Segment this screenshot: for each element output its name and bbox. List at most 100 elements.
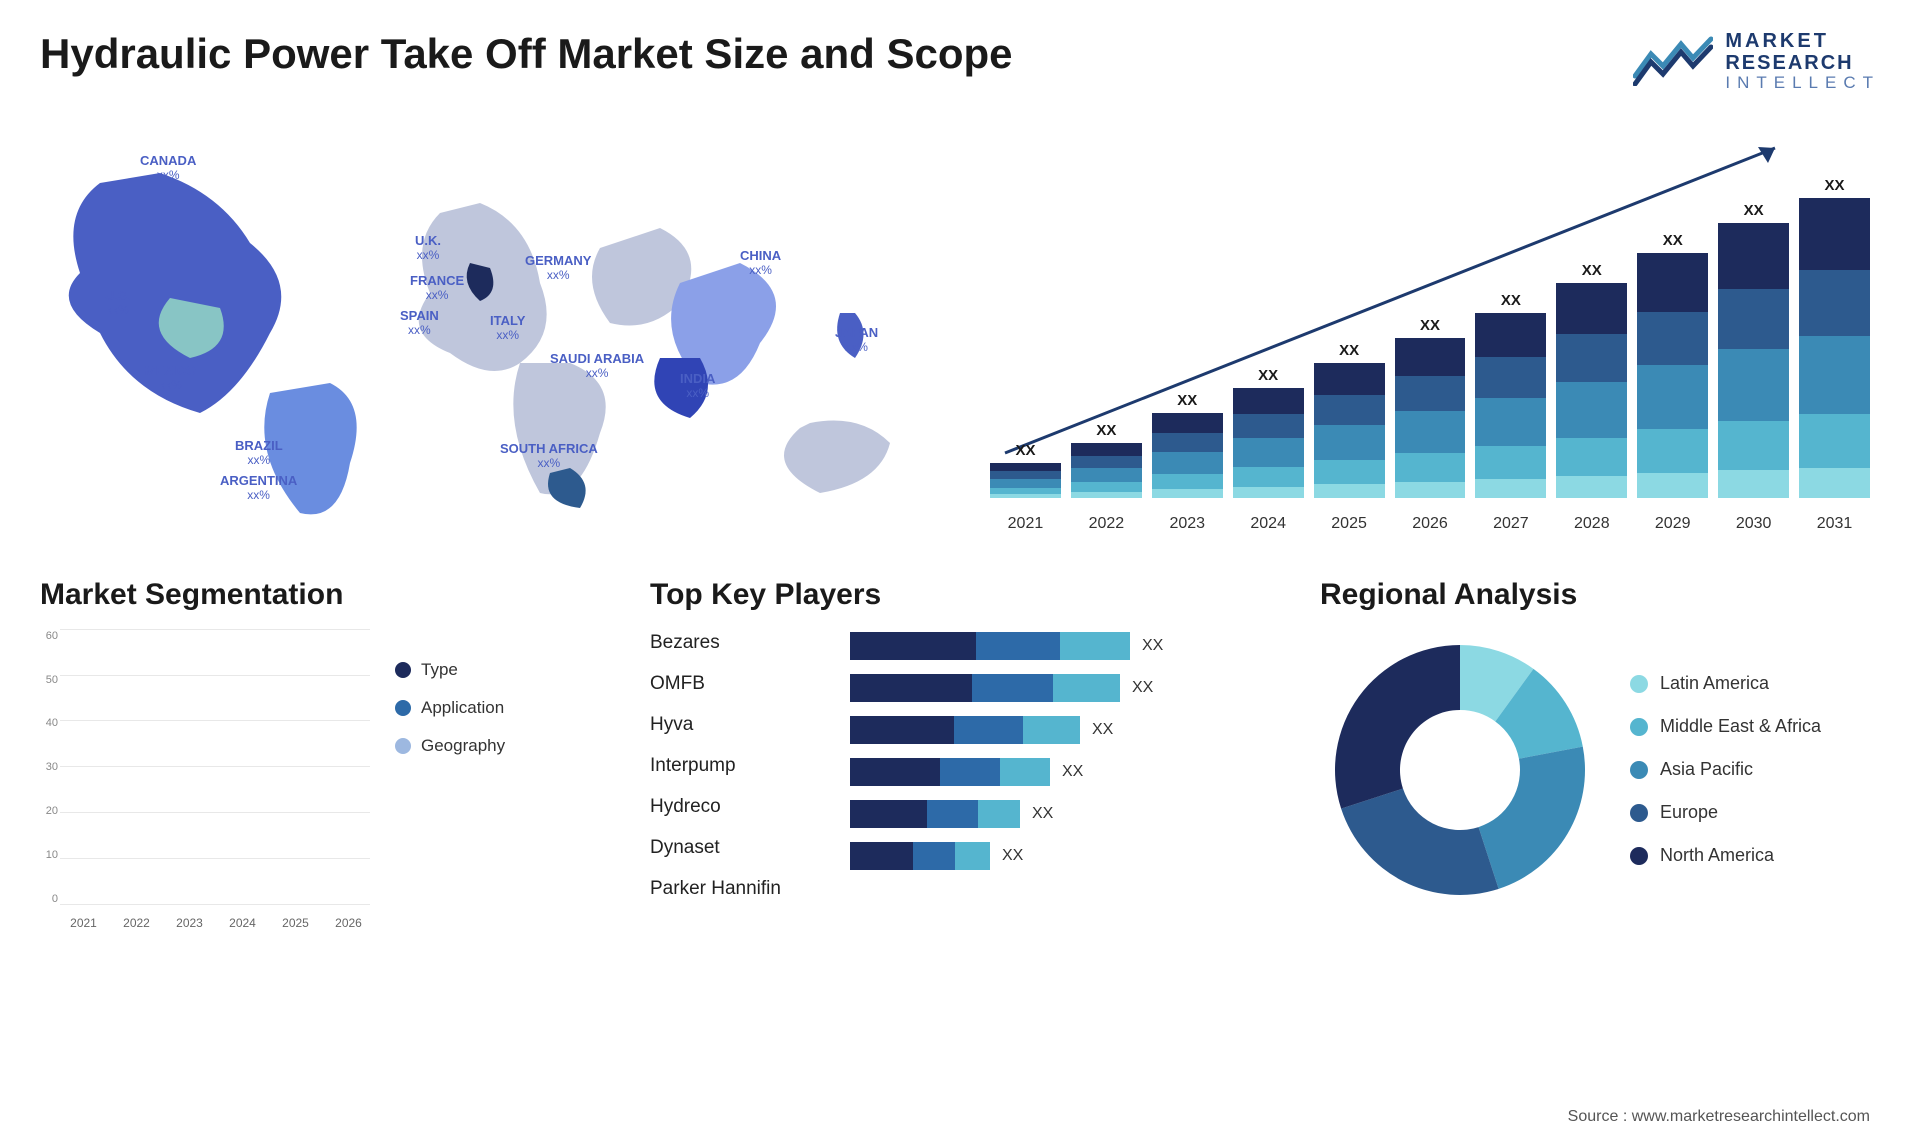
player-bar-row: XX	[850, 674, 1270, 702]
player-name: Dynaset	[650, 837, 820, 859]
seg-year-label: 2024	[221, 916, 264, 930]
seg-year-label: 2025	[274, 916, 317, 930]
logo-line1: MARKET	[1725, 30, 1880, 52]
map-label: ITALYxx%	[490, 313, 525, 343]
regional-donut	[1320, 630, 1600, 910]
growth-year-label: 2023	[1152, 515, 1223, 533]
logo-line3: INTELLECT	[1725, 74, 1880, 93]
growth-bar: XX	[1314, 342, 1385, 498]
player-name: Interpump	[650, 755, 820, 777]
growth-bar: XX	[1718, 202, 1789, 498]
map-label: SAUDI ARABIAxx%	[550, 351, 644, 381]
map-label: CHINAxx%	[740, 248, 781, 278]
growth-year-label: 2026	[1395, 515, 1466, 533]
seg-legend-item: Geography	[395, 736, 505, 756]
map-label: GERMANYxx%	[525, 253, 591, 283]
growth-year-label: 2022	[1071, 515, 1142, 533]
segmentation-title: Market Segmentation	[40, 578, 600, 612]
growth-bar: XX	[1395, 317, 1466, 498]
growth-bar: XX	[1071, 422, 1142, 498]
map-label: BRAZILxx%	[235, 438, 283, 468]
growth-bar-label: XX	[1663, 232, 1683, 249]
regional-legend: Latin America Middle East & Africa Asia Pa…	[1630, 673, 1821, 866]
growth-year-label: 2029	[1637, 515, 1708, 533]
seg-legend-item: Application	[395, 698, 505, 718]
seg-year-label: 2021	[62, 916, 105, 930]
growth-chart: XX XX XX XX XX XX XX XX XX XX XX 2021 2022 2023 2024 2…	[980, 133, 1880, 533]
growth-bar: XX	[1152, 392, 1223, 498]
segmentation-legend: Type Application Geography	[395, 630, 505, 930]
page-title: Hydraulic Power Take Off Market Size and…	[40, 30, 1013, 78]
growth-bar-label: XX	[1744, 202, 1764, 219]
players-title: Top Key Players	[650, 578, 1270, 612]
regional-legend-item: Europe	[1630, 802, 1821, 823]
growth-bar: XX	[990, 442, 1061, 498]
donut-slice	[1479, 746, 1585, 888]
seg-year-label: 2022	[115, 916, 158, 930]
world-map-panel: CANADAxx% U.S.xx% MEXICOxx% BRAZILxx% ARGENT…	[40, 133, 940, 533]
player-bar-row: XX	[850, 758, 1270, 786]
seg-year-label: 2026	[327, 916, 370, 930]
map-label: U.S.xx%	[105, 288, 130, 318]
growth-bar-label: XX	[1258, 367, 1278, 384]
growth-bar: XX	[1233, 367, 1304, 498]
player-name: Hydreco	[650, 796, 820, 818]
players-panel: Top Key Players Bezares OMFB Hyva Interpump…	[650, 578, 1270, 900]
seg-legend-item: Type	[395, 660, 505, 680]
player-bar-row: XX	[850, 800, 1270, 828]
growth-year-label: 2027	[1475, 515, 1546, 533]
map-label: ARGENTINAxx%	[220, 473, 297, 503]
logo-icon	[1633, 36, 1713, 86]
source-attribution: Source : www.marketresearchintellect.com	[1568, 1108, 1870, 1126]
map-label: CANADAxx%	[140, 153, 196, 183]
header: Hydraulic Power Take Off Market Size and…	[40, 30, 1880, 93]
growth-year-label: 2028	[1556, 515, 1627, 533]
players-list: Bezares OMFB Hyva Interpump Hydreco Dynaset Pa…	[650, 630, 820, 900]
donut-slice	[1341, 788, 1499, 894]
growth-bar-label: XX	[1420, 317, 1440, 334]
regional-legend-item: Latin America	[1630, 673, 1821, 694]
logo-text: MARKET RESEARCH INTELLECT	[1725, 30, 1880, 93]
map-label: SOUTH AFRICAxx%	[500, 441, 598, 471]
player-bar-row: XX	[850, 632, 1270, 660]
map-label: MEXICOxx%	[145, 363, 196, 393]
growth-bar-label: XX	[1582, 262, 1602, 279]
regional-legend-item: Asia Pacific	[1630, 759, 1821, 780]
map-label: INDIAxx%	[680, 371, 715, 401]
brand-logo: MARKET RESEARCH INTELLECT	[1633, 30, 1880, 93]
donut-slice	[1335, 645, 1460, 809]
player-bar-row: XX	[850, 716, 1270, 744]
growth-bar: XX	[1475, 292, 1546, 498]
growth-year-label: 2025	[1314, 515, 1385, 533]
growth-bar-label: XX	[1501, 292, 1521, 309]
growth-bar-label: XX	[1177, 392, 1197, 409]
growth-year-label: 2024	[1233, 515, 1304, 533]
growth-year-label: 2031	[1799, 515, 1870, 533]
bottom-row: Market Segmentation 0102030405060 202120…	[40, 578, 1880, 930]
growth-bar-label: XX	[1015, 442, 1035, 459]
map-label: U.K.xx%	[415, 233, 441, 263]
growth-year-label: 2030	[1718, 515, 1789, 533]
growth-bar: XX	[1556, 262, 1627, 498]
growth-bar: XX	[1799, 177, 1870, 498]
seg-year-label: 2023	[168, 916, 211, 930]
growth-bar: XX	[1637, 232, 1708, 498]
regional-title: Regional Analysis	[1320, 578, 1880, 612]
logo-line2: RESEARCH	[1725, 52, 1880, 74]
segmentation-panel: Market Segmentation 0102030405060 202120…	[40, 578, 600, 930]
growth-bar-label: XX	[1339, 342, 1359, 359]
regional-legend-item: Middle East & Africa	[1630, 716, 1821, 737]
player-name: OMFB	[650, 673, 820, 695]
map-label: JAPANxx%	[835, 325, 878, 355]
segmentation-chart: 0102030405060 202120222023202420252026	[40, 630, 370, 930]
player-name: Parker Hannifin	[650, 878, 820, 900]
players-bars: XX XX XX XX XX XX	[850, 630, 1270, 900]
regional-legend-item: North America	[1630, 845, 1821, 866]
player-bar-row: XX	[850, 842, 1270, 870]
player-name: Hyva	[650, 714, 820, 736]
growth-year-label: 2021	[990, 515, 1061, 533]
player-name: Bezares	[650, 632, 820, 654]
top-row: CANADAxx% U.S.xx% MEXICOxx% BRAZILxx% ARGENT…	[40, 133, 1880, 533]
map-label: SPAINxx%	[400, 308, 439, 338]
growth-bar-label: XX	[1096, 422, 1116, 439]
